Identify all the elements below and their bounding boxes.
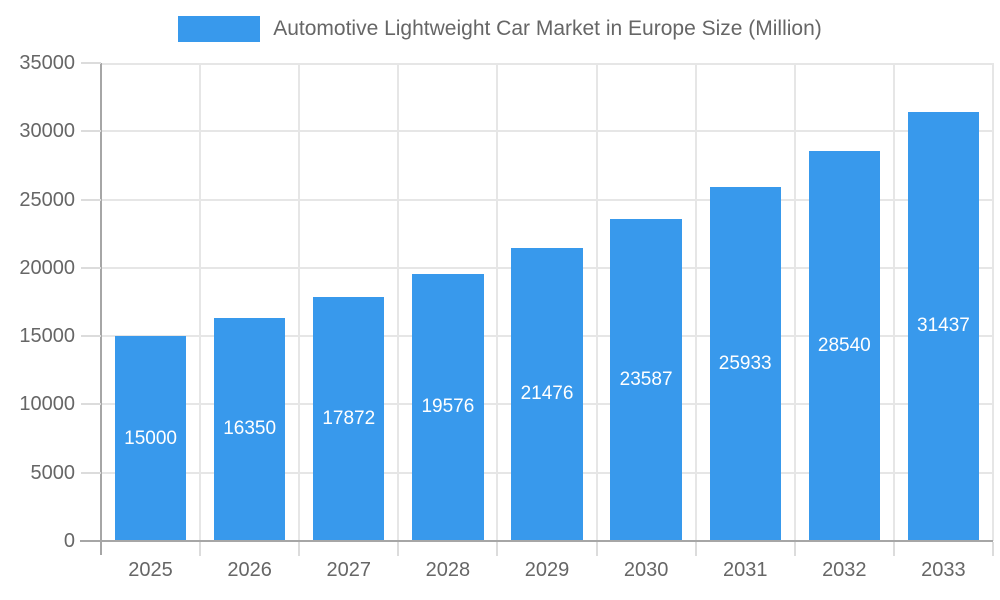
x-tick-label: 2033 [921, 559, 966, 581]
gridline-vertical [496, 63, 499, 541]
bar-value-label: 19576 [421, 396, 475, 418]
x-tick-mark [595, 542, 598, 556]
gridline-horizontal [101, 198, 993, 201]
bar-value-label: 31437 [917, 315, 970, 337]
x-tick-label: 2032 [822, 559, 867, 581]
y-tick-label: 0 [63, 530, 75, 552]
x-tick-label: 2028 [425, 559, 471, 581]
bar-value-label: 25933 [718, 352, 772, 374]
gridline-vertical [793, 63, 796, 541]
bar-value-label: 17872 [322, 407, 376, 429]
x-tick-mark [694, 542, 697, 556]
bar-value-label: 15000 [124, 427, 177, 449]
bar-value-label: 16350 [223, 418, 277, 440]
gridline-vertical [892, 63, 895, 541]
x-tick-label: 2030 [623, 559, 669, 581]
gridline-vertical [298, 63, 301, 541]
x-tick-mark [793, 542, 796, 556]
y-tick-mark [81, 130, 101, 133]
y-tick-label: 20000 [19, 256, 75, 279]
x-tick-label: 2029 [524, 559, 570, 581]
y-tick-label: 5000 [30, 461, 76, 484]
bar-2030[interactable]: 23587 [610, 218, 682, 541]
y-tick-mark [81, 198, 101, 201]
gridline-vertical [694, 63, 697, 541]
gridline-vertical [992, 63, 994, 541]
x-tick-mark [496, 542, 499, 556]
x-axis-line [80, 540, 993, 542]
bar-2029[interactable]: 21476 [511, 247, 583, 541]
bar-2025[interactable]: 15000 [114, 336, 187, 541]
y-tick-label: 35000 [19, 52, 75, 74]
x-tick-label: 2026 [227, 559, 272, 581]
x-tick-mark [298, 542, 301, 556]
plot-area: 15000 16350 17872 19576 21476 23587 25933 28540… [101, 63, 994, 541]
y-axis-labels: 0 5000 10000 15000 20000 25000 30000 35000 [0, 0, 75, 600]
bar-2033[interactable]: 31437 [907, 111, 980, 541]
x-tick-label: 2031 [722, 559, 768, 581]
bar-2028[interactable]: 19576 [412, 273, 484, 541]
y-tick-mark [81, 335, 101, 338]
y-tick-mark [81, 266, 101, 269]
y-tick-mark [81, 471, 101, 474]
y-tick-label: 25000 [19, 188, 75, 211]
x-tick-mark [892, 542, 895, 556]
bar-value-label: 28540 [817, 335, 871, 357]
bar-value-label: 23587 [619, 368, 673, 390]
bar-2026[interactable]: 16350 [213, 317, 286, 541]
legend-item[interactable]: Automotive Lightweight Car Market in Eur… [0, 16, 1000, 42]
x-tick-label: 2027 [326, 559, 372, 581]
gridline-vertical [199, 63, 202, 541]
bar-value-label: 21476 [520, 383, 574, 405]
legend-swatch-icon [178, 16, 261, 42]
y-tick-mark [81, 62, 101, 64]
x-tick-mark [397, 542, 400, 556]
gridline-horizontal [101, 63, 993, 65]
gridline-vertical [397, 63, 400, 541]
x-axis-labels: 2025 2026 2027 2028 2029 2030 2031 2032 2033 [101, 558, 993, 588]
gridline-vertical [595, 63, 598, 541]
y-tick-label: 10000 [19, 393, 75, 416]
y-tick-label: 15000 [19, 325, 75, 348]
x-tick-mark [992, 542, 994, 556]
x-tick-mark [199, 542, 202, 556]
gridline-horizontal [101, 130, 993, 133]
y-tick-mark [81, 403, 101, 406]
y-tick-label: 30000 [19, 120, 75, 143]
bar-2031[interactable]: 25933 [709, 186, 781, 541]
bar-2032[interactable]: 28540 [808, 151, 880, 541]
legend-label: Automotive Lightweight Car Market in Eur… [273, 17, 822, 40]
y-axis-line [100, 63, 102, 555]
bar-2027[interactable]: 17872 [313, 296, 385, 541]
x-tick-label: 2025 [128, 559, 173, 581]
